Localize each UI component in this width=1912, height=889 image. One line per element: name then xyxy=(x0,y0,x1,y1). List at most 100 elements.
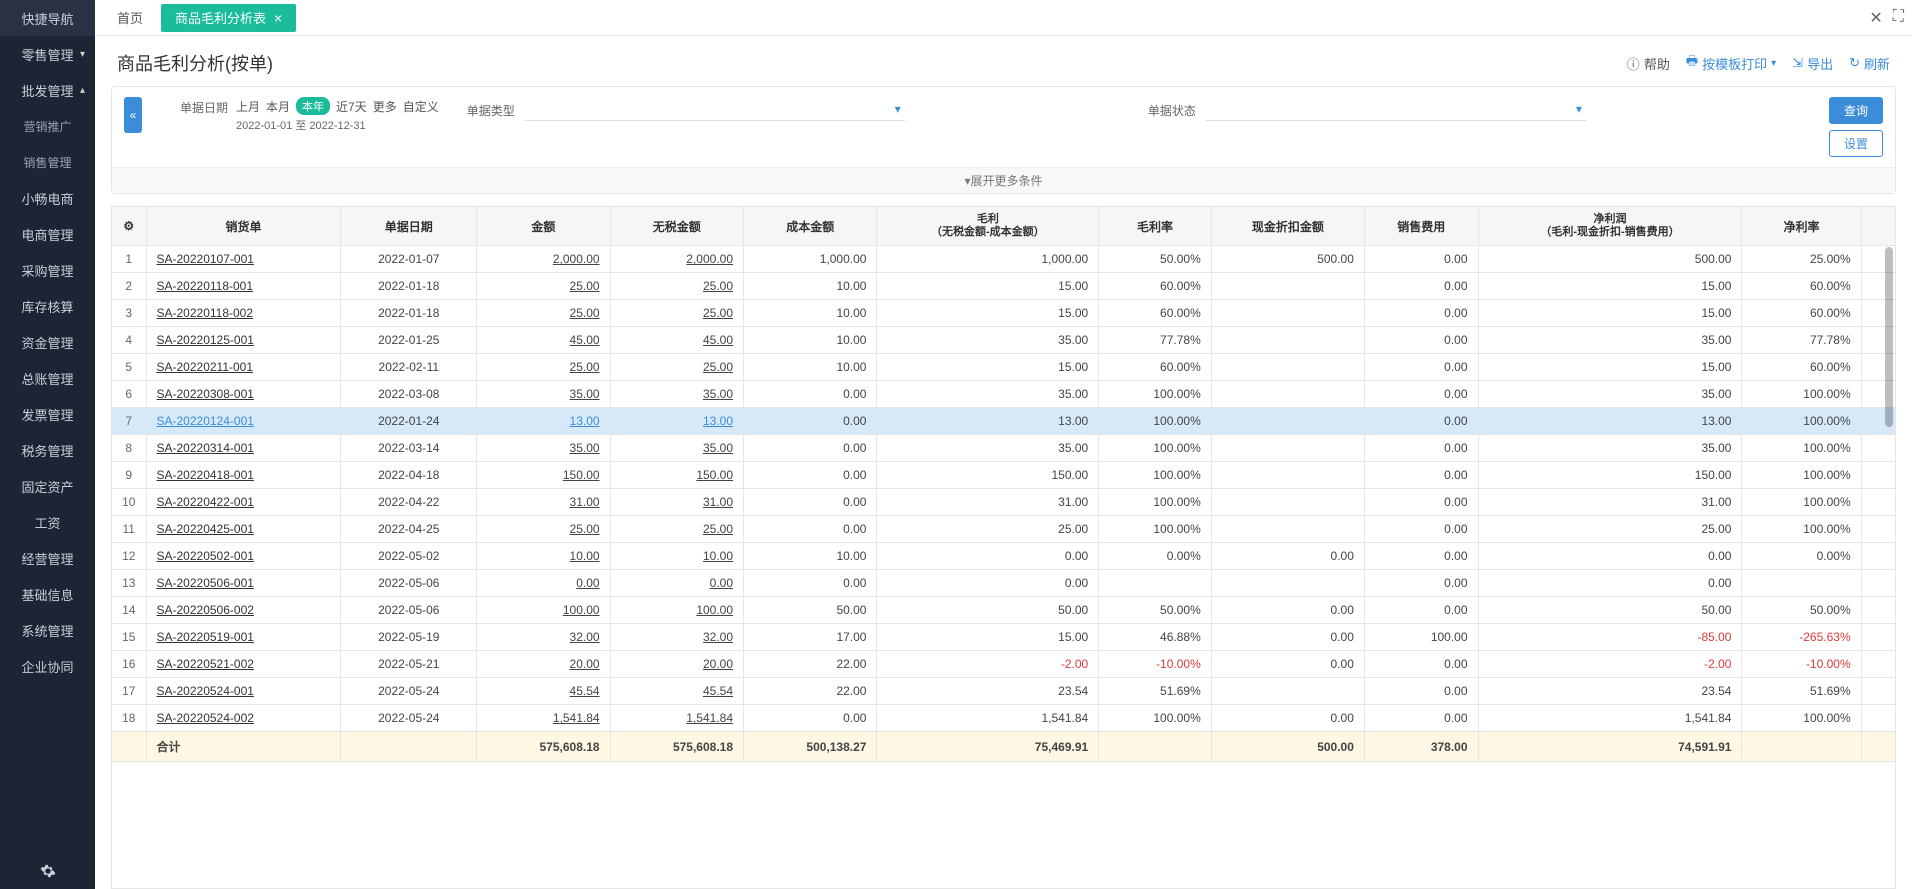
table-row[interactable]: 7SA-20220124-0012022-01-2413.0013.000.00… xyxy=(112,408,1895,435)
notax-link[interactable]: 35.00 xyxy=(703,441,733,455)
sidebar-item[interactable]: 税务管理 xyxy=(0,432,95,468)
doc-link[interactable]: SA-20220118-002 xyxy=(157,306,254,320)
settings-button[interactable]: 设置 xyxy=(1829,130,1883,157)
column-header[interactable]: 净利润（毛利-现金折扣-销售费用） xyxy=(1478,207,1742,246)
amount-link[interactable]: 35.00 xyxy=(570,441,600,455)
sidebar-item[interactable]: 固定资产 xyxy=(0,468,95,504)
help-button[interactable]: ⓘ帮助 xyxy=(1627,54,1670,73)
table-row[interactable]: 18SA-20220524-0022022-05-241,541.841,541… xyxy=(112,705,1895,732)
notax-link[interactable]: 150.00 xyxy=(696,468,733,482)
doc-link[interactable]: SA-20220502-001 xyxy=(157,549,254,563)
doc-link[interactable]: SA-20220506-002 xyxy=(157,603,254,617)
column-header[interactable]: 单据日期 xyxy=(341,207,477,246)
table-row[interactable]: 4SA-20220125-0012022-01-2545.0045.0010.0… xyxy=(112,327,1895,354)
notax-link[interactable]: 45.54 xyxy=(703,684,733,698)
sidebar-item[interactable]: 小畅电商 xyxy=(0,180,95,216)
column-header[interactable]: 金额 xyxy=(477,207,610,246)
notax-link[interactable]: 2,000.00 xyxy=(686,252,733,266)
table-row[interactable]: 5SA-20220211-0012022-02-1125.0025.0010.0… xyxy=(112,354,1895,381)
expand-filters-button[interactable]: ▾ 展开更多条件 xyxy=(112,167,1895,193)
tab-active[interactable]: 商品毛利分析表 × xyxy=(161,4,296,32)
scrollbar-vertical[interactable] xyxy=(1885,247,1893,427)
table-row[interactable]: 17SA-20220524-0012022-05-2445.5445.5422.… xyxy=(112,678,1895,705)
table-row[interactable]: 10SA-20220422-0012022-04-2231.0031.000.0… xyxy=(112,489,1895,516)
amount-link[interactable]: 25.00 xyxy=(570,279,600,293)
amount-link[interactable]: 150.00 xyxy=(563,468,600,482)
notax-link[interactable]: 25.00 xyxy=(703,522,733,536)
table-row[interactable]: 1SA-20220107-0012022-01-072,000.002,000.… xyxy=(112,246,1895,273)
tabs-close-all-icon[interactable]: ✕ xyxy=(1869,8,1882,28)
amount-link[interactable]: 25.00 xyxy=(570,306,600,320)
sidebar-item[interactable]: 零售管理▾ xyxy=(0,36,95,72)
column-header[interactable]: 成本金额 xyxy=(744,207,877,246)
amount-link[interactable]: 20.00 xyxy=(570,657,600,671)
settings-gear-icon[interactable] xyxy=(0,853,95,889)
amount-link[interactable]: 100.00 xyxy=(563,603,600,617)
tabs-fullscreen-icon[interactable]: ⛶ xyxy=(1893,8,1904,28)
table-row[interactable]: 16SA-20220521-0022022-05-2120.0020.0022.… xyxy=(112,651,1895,678)
amount-link[interactable]: 45.54 xyxy=(570,684,600,698)
column-header[interactable]: 销售费用 xyxy=(1364,207,1478,246)
date-range-button[interactable]: 本月 xyxy=(266,98,290,115)
doc-link[interactable]: SA-20220124-001 xyxy=(157,414,254,428)
sidebar-subitem[interactable]: 营销推广 xyxy=(0,108,95,144)
tab-home[interactable]: 首页 xyxy=(103,4,157,32)
table-row[interactable]: 15SA-20220519-0012022-05-1932.0032.0017.… xyxy=(112,624,1895,651)
data-table-wrap[interactable]: ⚙销货单单据日期金额无税金额成本金额毛利（无税金额-成本金额）毛利率现金折扣金额… xyxy=(111,206,1896,889)
sidebar-item[interactable]: 采购管理 xyxy=(0,252,95,288)
doc-link[interactable]: SA-20220314-001 xyxy=(157,441,254,455)
notax-link[interactable]: 25.00 xyxy=(703,306,733,320)
sidebar-item[interactable]: 快捷导航 xyxy=(0,0,95,36)
table-row[interactable]: 14SA-20220506-0022022-05-06100.00100.005… xyxy=(112,597,1895,624)
notax-link[interactable]: 13.00 xyxy=(703,414,733,428)
doc-link[interactable]: SA-20220521-002 xyxy=(157,657,254,671)
date-range-button[interactable]: 更多 xyxy=(373,98,397,115)
notax-link[interactable]: 25.00 xyxy=(703,360,733,374)
notax-link[interactable]: 31.00 xyxy=(703,495,733,509)
table-row[interactable]: 6SA-20220308-0012022-03-0835.0035.000.00… xyxy=(112,381,1895,408)
print-button[interactable]: 🖶按模板打印▾ xyxy=(1686,52,1776,74)
sidebar-item[interactable]: 库存核算 xyxy=(0,288,95,324)
notax-link[interactable]: 35.00 xyxy=(703,387,733,401)
notax-link[interactable]: 45.00 xyxy=(703,333,733,347)
date-range-button[interactable]: 本年 xyxy=(296,97,330,115)
tab-close-icon[interactable]: × xyxy=(274,10,282,26)
amount-link[interactable]: 45.00 xyxy=(570,333,600,347)
doc-link[interactable]: SA-20220519-001 xyxy=(157,630,254,644)
doc-link[interactable]: SA-20220524-002 xyxy=(157,711,254,725)
doc-link[interactable]: SA-20220422-001 xyxy=(157,495,254,509)
column-header[interactable]: 毛利率 xyxy=(1099,207,1212,246)
amount-link[interactable]: 35.00 xyxy=(570,387,600,401)
sidebar-item[interactable]: 批发管理▴ xyxy=(0,72,95,108)
table-settings-icon[interactable]: ⚙ xyxy=(112,207,146,246)
notax-link[interactable]: 32.00 xyxy=(703,630,733,644)
column-header[interactable]: 销货单 xyxy=(146,207,341,246)
sidebar-item[interactable]: 发票管理 xyxy=(0,396,95,432)
sidebar-item[interactable]: 总账管理 xyxy=(0,360,95,396)
sidebar-item[interactable]: 电商管理 xyxy=(0,216,95,252)
notax-link[interactable]: 10.00 xyxy=(703,549,733,563)
table-row[interactable]: 2SA-20220118-0012022-01-1825.0025.0010.0… xyxy=(112,273,1895,300)
notax-link[interactable]: 100.00 xyxy=(696,603,733,617)
sidebar-item[interactable]: 工资 xyxy=(0,504,95,540)
amount-link[interactable]: 25.00 xyxy=(570,522,600,536)
amount-link[interactable]: 13.00 xyxy=(570,414,600,428)
sidebar-item[interactable]: 系统管理 xyxy=(0,612,95,648)
date-range-button[interactable]: 近7天 xyxy=(336,98,367,115)
table-row[interactable]: 11SA-20220425-0012022-04-2525.0025.000.0… xyxy=(112,516,1895,543)
export-button[interactable]: ⇲导出 xyxy=(1792,54,1833,73)
search-button[interactable]: 查询 xyxy=(1829,97,1883,124)
table-row[interactable]: 9SA-20220418-0012022-04-18150.00150.000.… xyxy=(112,462,1895,489)
doc-link[interactable]: SA-20220425-001 xyxy=(157,522,254,536)
table-row[interactable]: 13SA-20220506-0012022-05-060.000.000.000… xyxy=(112,570,1895,597)
notax-link[interactable]: 0.00 xyxy=(710,576,733,590)
type-select[interactable]: ▾ xyxy=(525,97,905,121)
column-header[interactable]: 净利率 xyxy=(1742,207,1861,246)
table-row[interactable]: 3SA-20220118-0022022-01-1825.0025.0010.0… xyxy=(112,300,1895,327)
notax-link[interactable]: 25.00 xyxy=(703,279,733,293)
doc-link[interactable]: SA-20220308-001 xyxy=(157,387,254,401)
sidebar-item[interactable]: 经营管理 xyxy=(0,540,95,576)
date-range-button[interactable]: 自定义 xyxy=(403,98,439,115)
amount-link[interactable]: 10.00 xyxy=(570,549,600,563)
sidebar-item[interactable]: 基础信息 xyxy=(0,576,95,612)
